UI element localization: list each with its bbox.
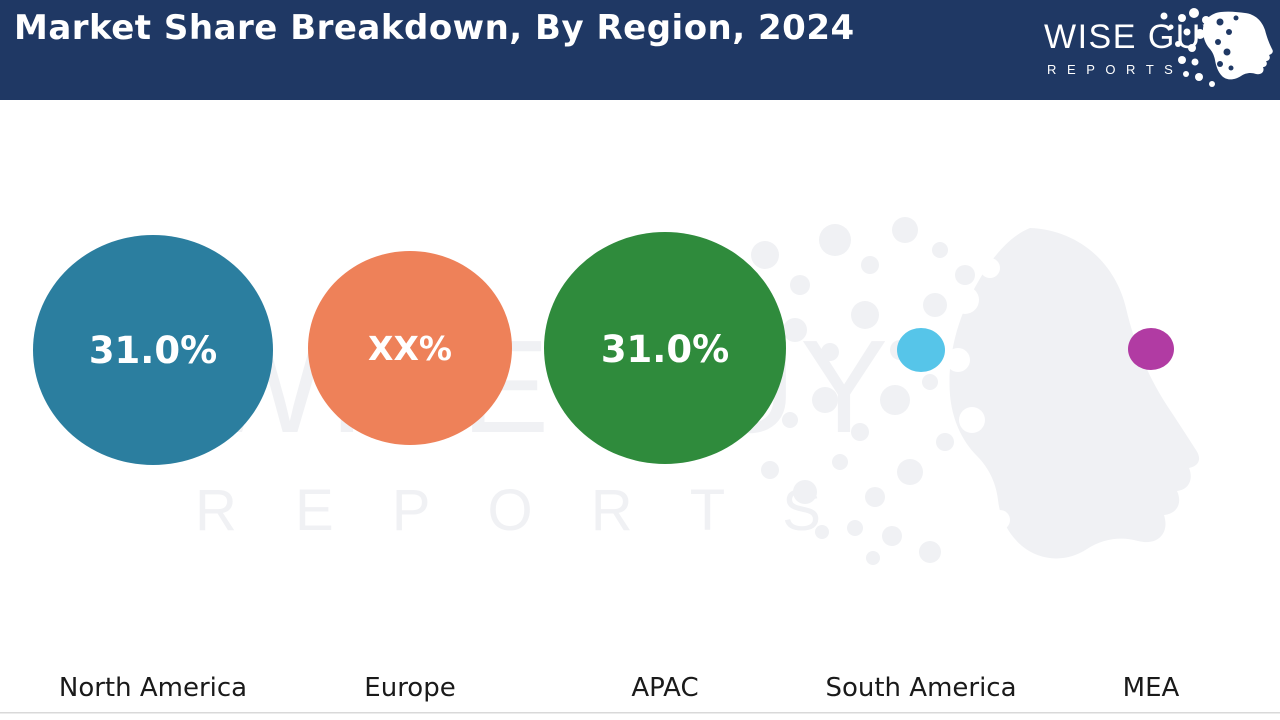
bubble-south-america xyxy=(897,328,945,372)
bubble-value-north-america: 31.0% xyxy=(89,329,217,372)
category-label-mea: MEA xyxy=(1123,673,1180,703)
page-title: Market Share Breakdown, By Region, 2024 xyxy=(14,8,855,48)
wiseguy-logo-graphic: WISE GUY R E P O R T S xyxy=(1044,8,1273,87)
category-label-europe: Europe xyxy=(364,673,455,703)
bubble-europe: XX% xyxy=(308,251,512,445)
bubble-circle-apac xyxy=(544,232,786,464)
bubble-circle-south-america xyxy=(897,328,945,372)
bubble-circle-europe xyxy=(308,251,512,445)
category-label-north-america: North America xyxy=(59,673,247,703)
bubble-value-europe: XX% xyxy=(368,329,452,368)
baseline-rule xyxy=(0,712,1280,714)
category-labels: North America Europe APAC South America … xyxy=(59,673,1180,703)
logo-subtext: R E P O R T S xyxy=(1047,62,1176,77)
wiseguy-logo: WISE GUY R E P O R T S xyxy=(1024,4,1274,96)
watermark-head-icon xyxy=(750,217,1200,565)
bubble-mea xyxy=(1128,328,1174,370)
bubble-north-america: 31.0% xyxy=(33,235,273,465)
bubble-circle-north-america xyxy=(33,235,273,465)
watermark-subtext: R E P O R T S xyxy=(195,478,842,543)
bubble-chart: WISE GUY R E P O R T S xyxy=(0,217,1280,714)
logo-head-icon xyxy=(1160,8,1273,87)
bubble-value-apac: 31.0% xyxy=(601,328,729,371)
category-label-apac: APAC xyxy=(631,673,698,703)
bubble-circle-mea xyxy=(1128,328,1174,370)
bubble-apac: 31.0% xyxy=(544,232,786,464)
header-bar: Market Share Breakdown, By Region, 2024 … xyxy=(0,0,1280,100)
category-label-south-america: South America xyxy=(825,673,1016,703)
chart-area: WISE GUY R E P O R T S xyxy=(0,100,1280,720)
